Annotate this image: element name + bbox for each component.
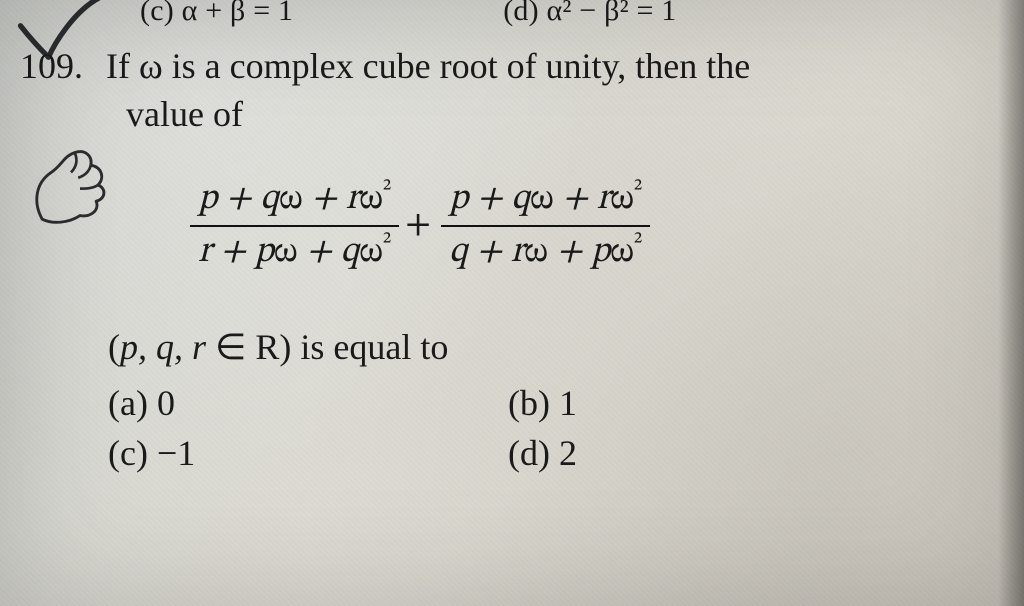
expression: p + qω + rω² r + pω + qω² + p + qω + rω²…	[190, 178, 650, 274]
prev-option-d: (d) α² − β² = 1	[503, 0, 676, 28]
pointing-hand-icon	[26, 140, 116, 230]
previous-question-options-row: (c) α + β = 1 (d) α² − β² = 1	[0, 0, 1024, 28]
condition-open-paren: (	[108, 327, 120, 367]
condition-line: (p, q, r ∈ R) is equal to	[108, 326, 448, 368]
question-block: 109.If ω is a complex cube root of unity…	[20, 44, 1008, 135]
option-d: (d) 2	[508, 432, 577, 474]
condition-close-paren: )	[279, 327, 291, 367]
condition-membership: ∈ R	[206, 327, 279, 367]
fraction-1: p + qω + rω² r + pω + qω²	[190, 178, 399, 274]
fraction-2-denominator: q + rω + pω²	[441, 231, 650, 274]
question-line-2: value of	[126, 93, 1008, 135]
fraction-2: p + qω + rω² q + rω + pω²	[441, 178, 650, 274]
fraction-2-bar	[441, 225, 650, 227]
option-c: (c) −1	[108, 432, 508, 474]
prev-option-c: (c) α + β = 1	[140, 0, 293, 28]
page: (c) α + β = 1 (d) α² − β² = 1 109.If ω i…	[0, 0, 1024, 606]
option-a: (a) 0	[108, 382, 508, 424]
condition-vars: p, q, r	[120, 327, 206, 367]
condition-tail: is equal to	[291, 327, 448, 367]
question-line-1-text: If ω is a complex cube root of unity, th…	[106, 46, 750, 86]
options-block: (a) 0 (b) 1 (c) −1 (d) 2	[108, 382, 868, 482]
fraction-1-numerator: p + qω + rω²	[190, 178, 399, 221]
question-line-1: 109.If ω is a complex cube root of unity…	[20, 44, 1008, 89]
question-number: 109.	[20, 44, 106, 89]
options-row-2: (c) −1 (d) 2	[108, 432, 868, 474]
option-b: (b) 1	[508, 382, 577, 424]
options-row-1: (a) 0 (b) 1	[108, 382, 868, 424]
fraction-1-denominator: r + pω + qω²	[190, 231, 399, 274]
plus-operator: +	[405, 203, 431, 248]
page-right-edge-shadow	[998, 0, 1024, 606]
fraction-2-numerator: p + qω + rω²	[441, 178, 650, 221]
fraction-1-bar	[190, 225, 399, 227]
